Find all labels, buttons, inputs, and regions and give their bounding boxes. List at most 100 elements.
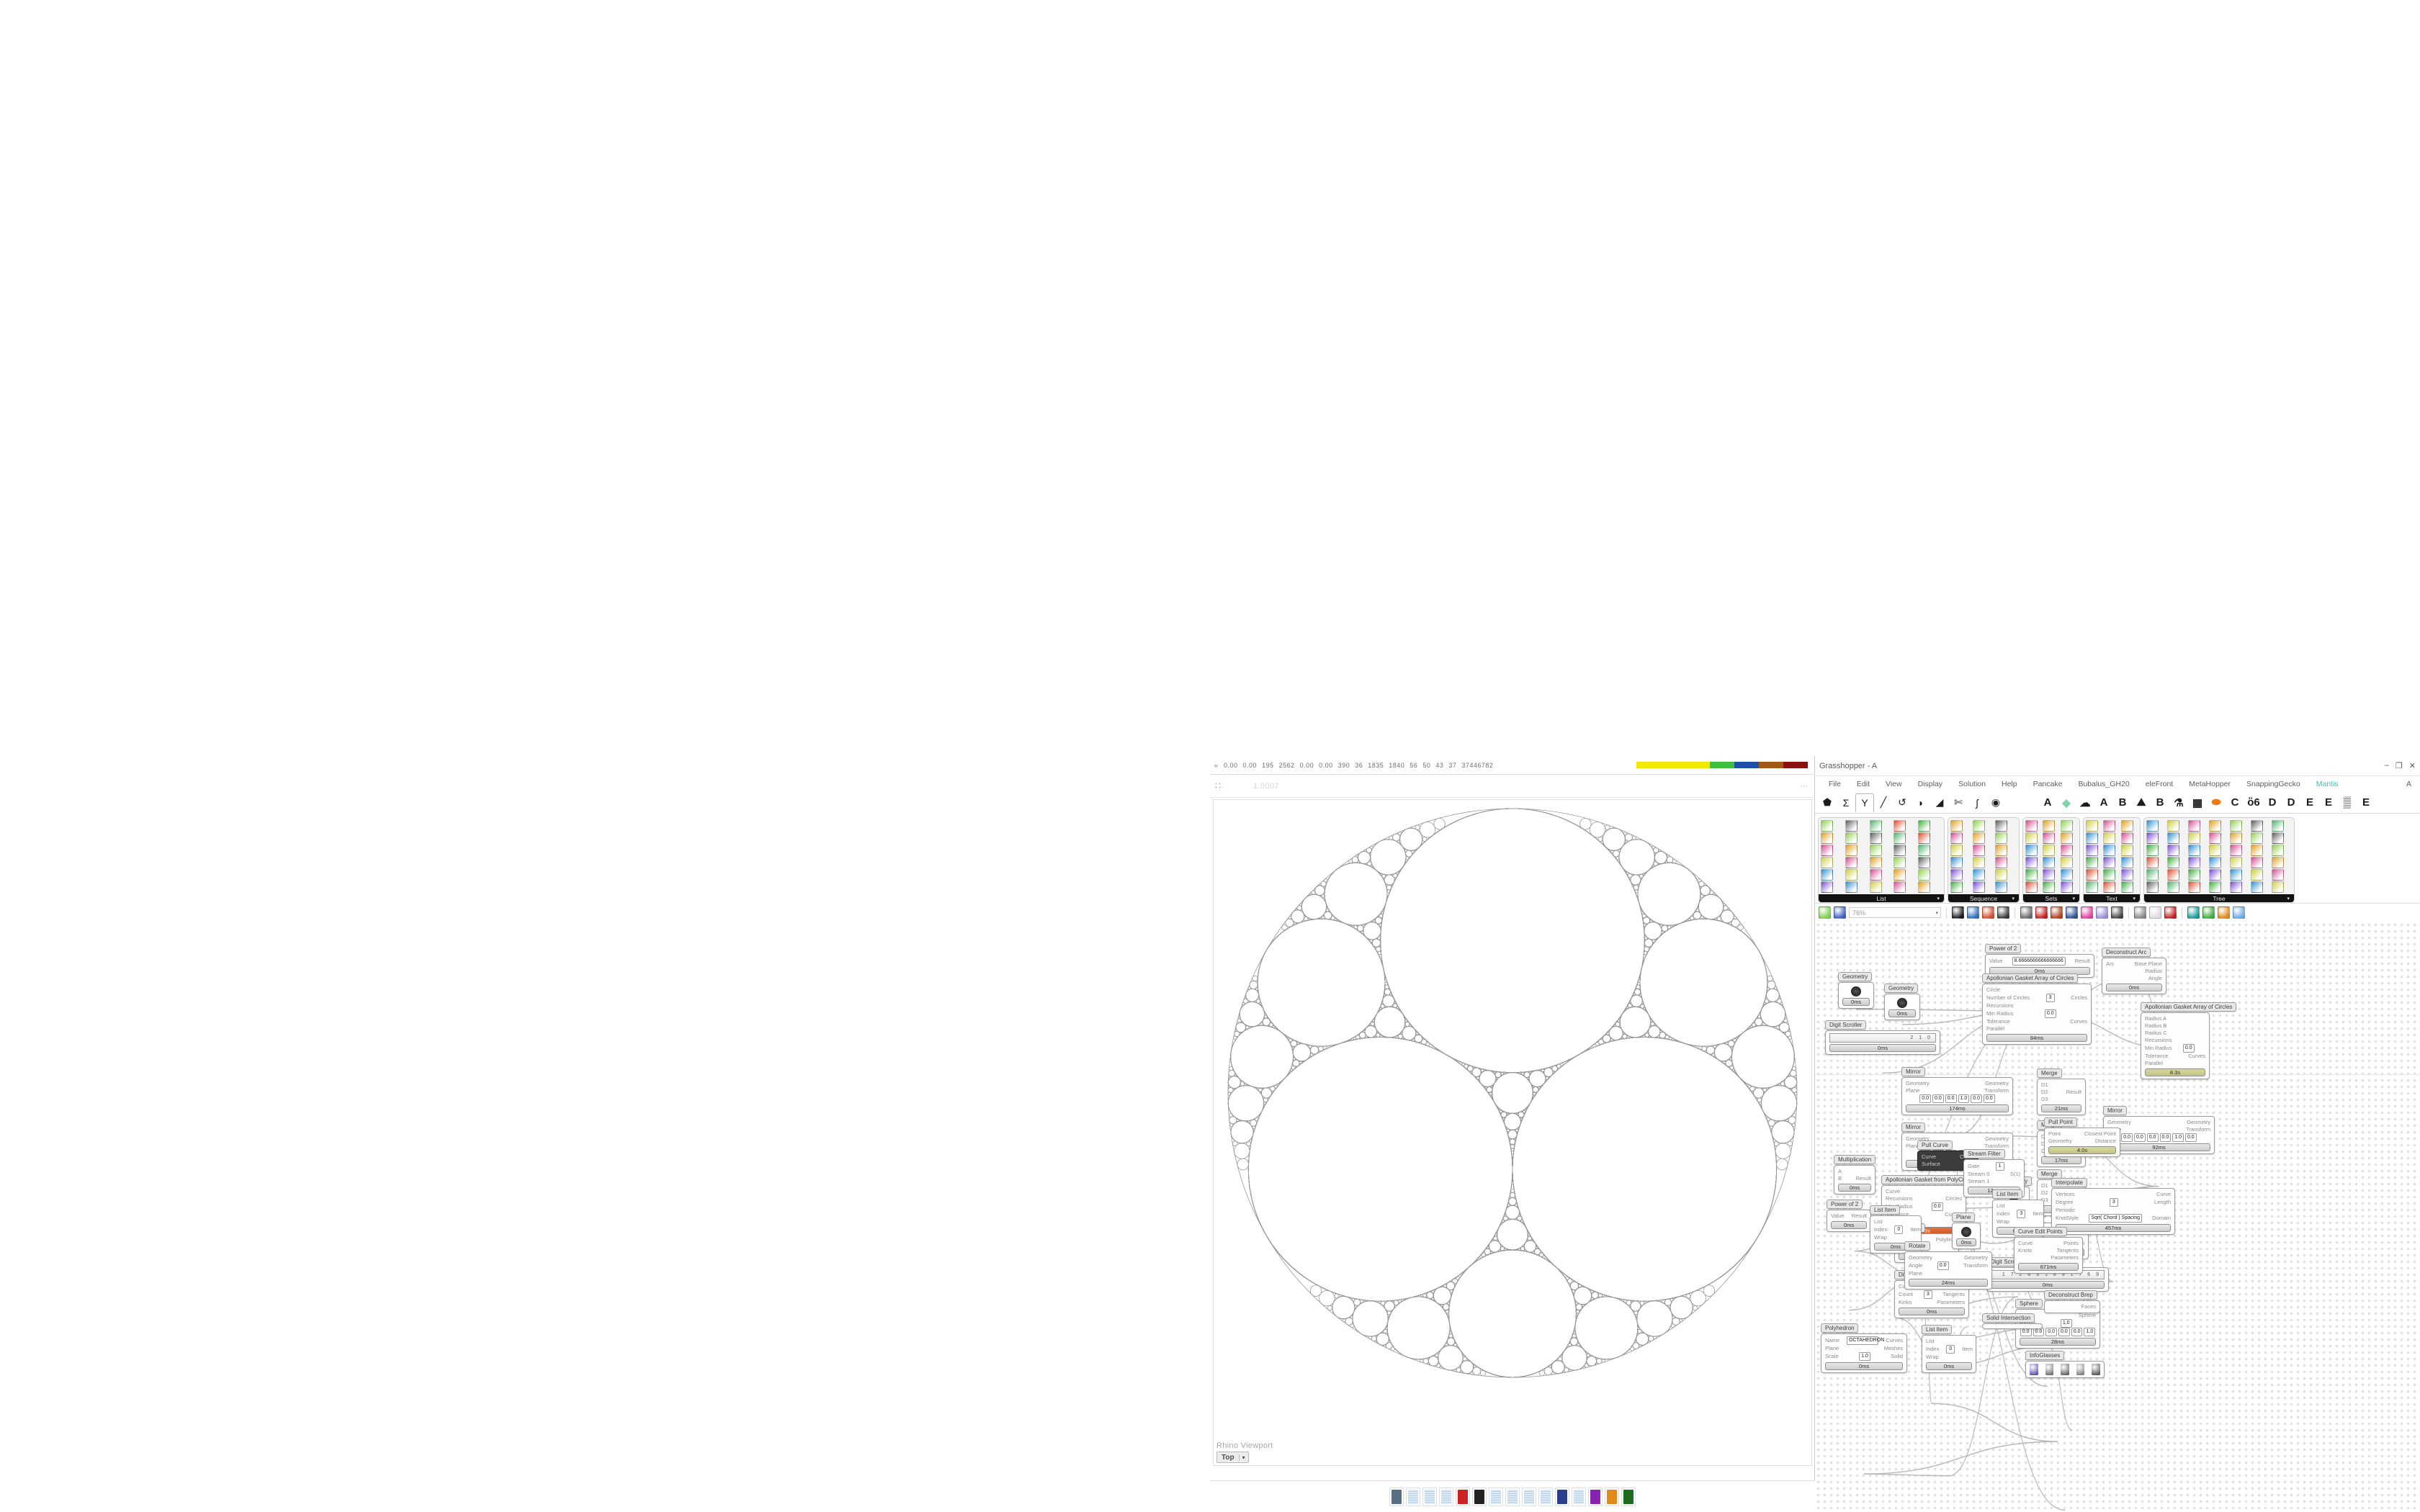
component-icon[interactable]: [2103, 845, 2116, 856]
component-icon[interactable]: [2167, 820, 2179, 832]
component-icon[interactable]: [2043, 857, 2056, 868]
menu-view[interactable]: View: [1886, 780, 1902, 788]
node-thumb-icon[interactable]: [2076, 1364, 2085, 1375]
component-icon[interactable]: [1950, 845, 1963, 856]
node-plane-value[interactable]: 0.0: [2159, 1133, 2172, 1142]
node-thumb-icon[interactable]: [2061, 1364, 2069, 1375]
component-icon[interactable]: [1894, 869, 1906, 881]
zoom-extents-icon[interactable]: [1952, 906, 1964, 919]
node-plane-value[interactable]: 0.0: [2146, 1133, 2159, 1142]
component-icon[interactable]: [2272, 832, 2284, 844]
node-thumb-icon[interactable]: [2045, 1364, 2054, 1375]
preview-icon[interactable]: [1967, 906, 1979, 919]
bake-icon[interactable]: [1982, 906, 1994, 919]
component-icon[interactable]: [2188, 857, 2200, 868]
display-tab[interactable]: ◉: [1991, 796, 2001, 808]
addon-grid-tab[interactable]: ▦: [2192, 796, 2203, 809]
addon-e3-tab[interactable]: E: [2362, 796, 2370, 809]
component-icon[interactable]: [2272, 881, 2284, 893]
component-icon[interactable]: [2146, 857, 2159, 868]
menu-mantis[interactable]: Mantis: [2316, 780, 2339, 788]
gh-node-n6[interactable]: Deconstruct Arc Arc Base Plane Radius Angle 0…: [2102, 945, 2166, 994]
save-file-icon[interactable]: [1834, 906, 1846, 919]
component-icon[interactable]: [1973, 832, 1985, 844]
component-icon[interactable]: [2209, 881, 2221, 893]
component-icon[interactable]: [1869, 832, 1882, 844]
node-value-field[interactable]: OCTAHEDRON: [1847, 1336, 1884, 1345]
addon-d2-tab[interactable]: D: [2287, 796, 2295, 809]
component-icon[interactable]: [1995, 845, 2007, 856]
node-thumb-icon[interactable]: [2092, 1364, 2100, 1375]
panel-expand-icon[interactable]: ▾: [2012, 896, 2015, 901]
zoom-level-input[interactable]: 76% ▾: [1849, 907, 1941, 918]
gha-icon[interactable]: [2035, 906, 2048, 919]
addon-cloud-tab[interactable]: ☁: [2079, 796, 2091, 809]
component-icon[interactable]: [2060, 845, 2073, 856]
component-panel-text[interactable]: Text ▾: [2083, 817, 2141, 903]
component-icon[interactable]: [1995, 881, 2007, 893]
component-icon[interactable]: [2043, 845, 2056, 856]
component-icon[interactable]: [1950, 881, 1963, 893]
component-icon[interactable]: [2251, 820, 2263, 832]
node-body[interactable]: 0ms: [1884, 994, 1920, 1020]
component-icon[interactable]: [2209, 857, 2221, 868]
rhino-command-line[interactable]: 1.0007 ⋯: [1210, 775, 1815, 798]
node-body[interactable]: [1982, 1323, 2043, 1329]
component-panel-sequence[interactable]: Sequence ▾: [1948, 817, 2020, 903]
stack-icon[interactable]: [1489, 1487, 1503, 1506]
green-terminal-icon[interactable]: [1621, 1487, 1636, 1506]
panel-expand-icon[interactable]: ▾: [1937, 896, 1940, 901]
component-icon[interactable]: [2167, 881, 2179, 893]
component-icon[interactable]: [2272, 845, 2284, 856]
document-icon[interactable]: [1439, 1487, 1453, 1506]
component-icon[interactable]: [2230, 820, 2242, 832]
component-icon[interactable]: [1894, 820, 1906, 832]
node-body[interactable]: Circle Number of Circles 3 Circles Recursion…: [1982, 984, 2092, 1045]
component-icon[interactable]: [2060, 820, 2073, 832]
window-controls[interactable]: – ❐ ✕: [2385, 761, 2416, 770]
component-icon[interactable]: [2230, 832, 2242, 844]
addon-e2-tab[interactable]: E: [2324, 796, 2332, 809]
gh-node-n24[interactable]: List Item List Index 0 Item Wrap 0ms: [1922, 1322, 1976, 1373]
vector-tab[interactable]: ╱: [1880, 796, 1887, 808]
component-icon[interactable]: [2103, 820, 2116, 832]
component-icon[interactable]: [1821, 857, 1833, 868]
node-value-field[interactable]: 3: [2045, 994, 2055, 1002]
black-white-icon[interactable]: [1472, 1487, 1487, 1506]
node-value-field[interactable]: 0.0: [1931, 1202, 1943, 1211]
node-plane-value[interactable]: 0.0: [2020, 1328, 2032, 1336]
node-body[interactable]: A B Result 0ms: [1834, 1165, 1876, 1194]
component-icon[interactable]: [1894, 832, 1906, 844]
params-tab[interactable]: ⬟: [1822, 796, 1832, 808]
minimize-button[interactable]: –: [2384, 761, 2389, 770]
component-icon[interactable]: [2167, 832, 2179, 844]
menu-solution[interactable]: Solution: [1958, 780, 1986, 788]
component-icon[interactable]: [1821, 832, 1833, 844]
component-icon[interactable]: [1894, 845, 1906, 856]
component-icon[interactable]: [1845, 857, 1857, 868]
menu-display[interactable]: Display: [1917, 780, 1943, 788]
component-icon[interactable]: [2188, 845, 2200, 856]
node-body[interactable]: Radius A Radius B Radius C Recursions Min Ra…: [2141, 1012, 2210, 1079]
menu-pancake[interactable]: Pancake: [2033, 780, 2063, 788]
node-body[interactable]: Name OCTAHEDRON Curves Plane Meshes Scale 1.0 S…: [1821, 1333, 1907, 1373]
component-icon[interactable]: [1973, 881, 1985, 893]
close-button[interactable]: ✕: [2408, 762, 2416, 770]
addon-shield-tab[interactable]: ⚗: [2174, 796, 2184, 809]
component-icon[interactable]: [2120, 881, 2133, 893]
sets-tab[interactable]: Y: [1855, 793, 1874, 812]
node-value-field[interactable]: 0: [1894, 1225, 1904, 1234]
component-icon[interactable]: [2043, 869, 2056, 881]
component-icon[interactable]: [2060, 857, 2073, 868]
gh-node-n23[interactable]: Polyhedron Name OCTAHEDRON Curves Plane Meshe…: [1821, 1320, 1907, 1373]
component-icon[interactable]: [2025, 881, 2038, 893]
component-icon[interactable]: [2043, 881, 2056, 893]
panel-title-list[interactable]: List ▾: [1819, 894, 1944, 902]
gh-node-n14[interactable]: Power of 2 Value Result 0ms: [1827, 1197, 1871, 1232]
node-value-field[interactable]: 1.0: [2060, 1319, 2072, 1328]
gh-node-n31[interactable]: List Item List Index 0 Item Wrap 0ms: [1870, 1202, 1922, 1254]
panel-expand-icon[interactable]: ▾: [2287, 896, 2290, 901]
component-icon[interactable]: [2060, 881, 2073, 893]
node-value-field[interactable]: 1: [1995, 1162, 2004, 1171]
gh-node-n33[interactable]: Rotate Geometry Geometry Angle 0.0 Transform P…: [1904, 1238, 1992, 1290]
